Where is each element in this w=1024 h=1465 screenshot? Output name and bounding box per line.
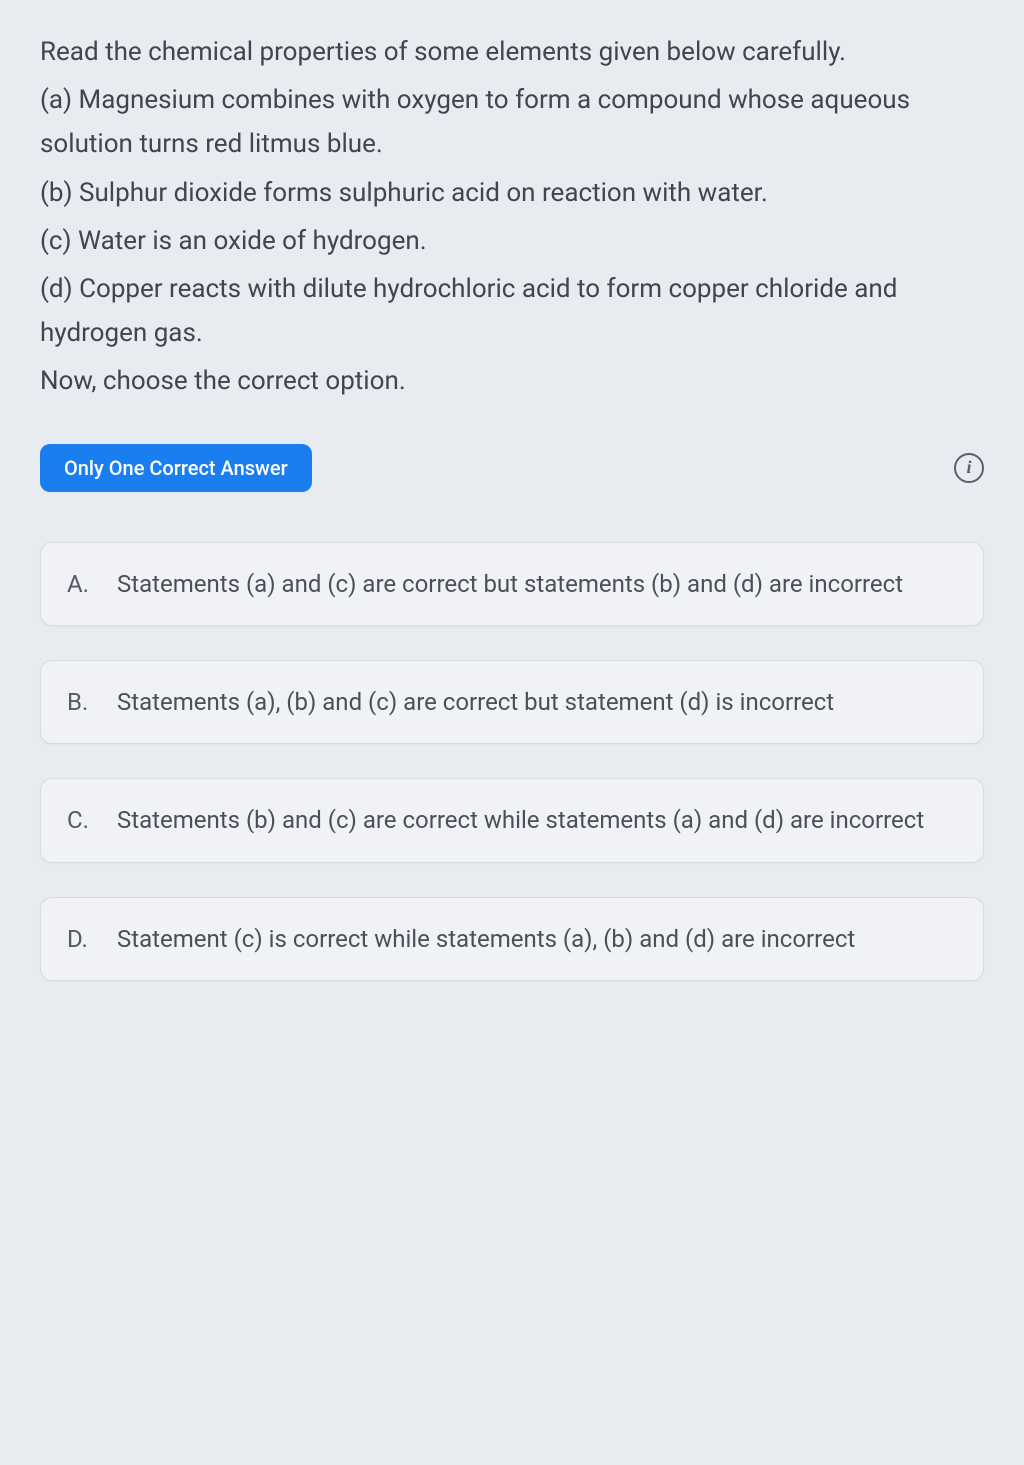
option-letter: B. [67, 688, 95, 716]
question-statement-c: (c) Water is an oxide of hydrogen. [40, 219, 984, 263]
option-text: Statements (a), (b) and (c) are correct … [117, 683, 834, 721]
option-c[interactable]: C. Statements (b) and (c) are correct wh… [40, 778, 984, 862]
badge-row: Only One Correct Answer i [40, 444, 984, 492]
option-a[interactable]: A. Statements (a) and (c) are correct bu… [40, 542, 984, 626]
question-statement-d: (d) Copper reacts with dilute hydrochlor… [40, 267, 984, 355]
question-text: Read the chemical properties of some ele… [40, 30, 984, 404]
option-text: Statements (a) and (c) are correct but s… [117, 565, 903, 603]
question-statement-a: (a) Magnesium combines with oxygen to fo… [40, 78, 984, 166]
option-letter: D. [67, 925, 95, 953]
option-text: Statements (b) and (c) are correct while… [117, 801, 924, 839]
question-statement-b: (b) Sulphur dioxide forms sulphuric acid… [40, 171, 984, 215]
option-b[interactable]: B. Statements (a), (b) and (c) are corre… [40, 660, 984, 744]
info-icon[interactable]: i [954, 453, 984, 483]
option-d[interactable]: D. Statement (c) is correct while statem… [40, 897, 984, 981]
answer-type-badge: Only One Correct Answer [40, 444, 312, 492]
question-prompt: Now, choose the correct option. [40, 359, 984, 403]
options-list: A. Statements (a) and (c) are correct bu… [40, 542, 984, 982]
option-text: Statement (c) is correct while statement… [117, 920, 855, 958]
question-intro: Read the chemical properties of some ele… [40, 30, 984, 74]
option-letter: A. [67, 570, 95, 598]
option-letter: C. [67, 806, 95, 834]
